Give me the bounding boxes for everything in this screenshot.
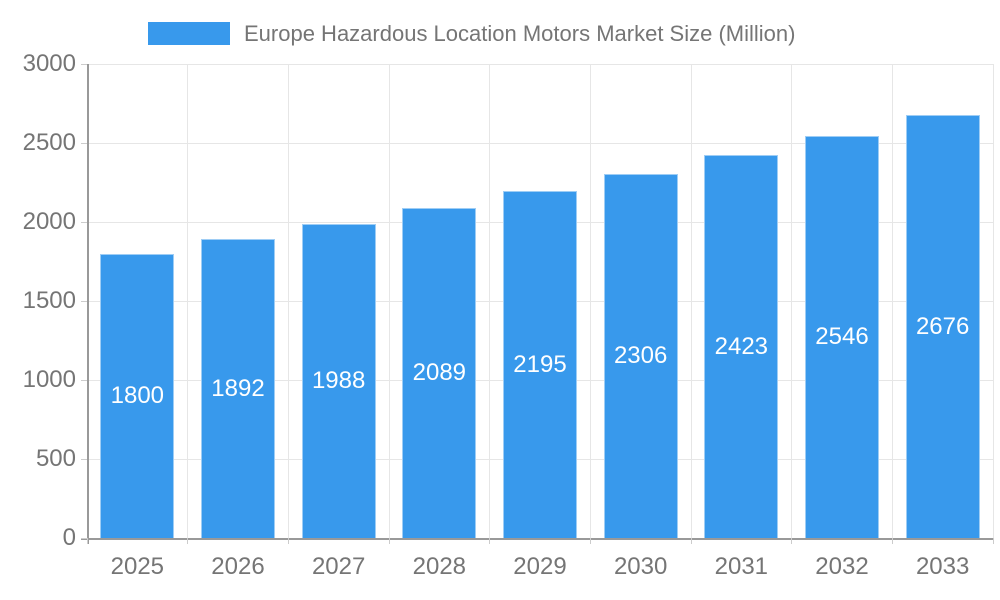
bar-value-label: 2089 bbox=[412, 358, 467, 386]
v-gridline bbox=[891, 64, 893, 538]
x-tick bbox=[187, 538, 189, 544]
chart-title: Europe Hazardous Location Motors Market … bbox=[244, 21, 796, 46]
v-gridline bbox=[388, 64, 390, 538]
v-gridline bbox=[791, 64, 793, 538]
y-axis-label: 1500 bbox=[22, 287, 76, 314]
x-tick bbox=[791, 538, 793, 544]
bar-value-label: 1892 bbox=[211, 374, 265, 402]
x-axis-label: 2027 bbox=[311, 553, 366, 580]
bar bbox=[905, 115, 980, 538]
x-axis-label: 2029 bbox=[513, 553, 567, 580]
bar-value-label: 2546 bbox=[815, 322, 869, 350]
h-gridline bbox=[87, 142, 993, 144]
y-tick bbox=[81, 458, 87, 460]
y-tick bbox=[81, 537, 87, 539]
y-axis-label: 1000 bbox=[22, 366, 76, 393]
v-gridline bbox=[187, 64, 189, 538]
x-axis-label: 2033 bbox=[915, 553, 970, 580]
bar-value-label: 2423 bbox=[714, 332, 769, 360]
h-gridline bbox=[87, 63, 993, 65]
v-gridline bbox=[690, 64, 692, 538]
x-tick bbox=[589, 538, 591, 544]
v-gridline bbox=[287, 64, 289, 538]
y-axis-label: 0 bbox=[62, 524, 76, 551]
bar-value-label: 1800 bbox=[110, 381, 165, 409]
x-tick bbox=[388, 538, 390, 544]
bar-value-label: 2306 bbox=[613, 341, 668, 369]
bar bbox=[201, 239, 275, 538]
bar-value-label: 1988 bbox=[311, 366, 366, 394]
bar-value-label: 2195 bbox=[513, 350, 567, 378]
bar bbox=[603, 173, 678, 538]
x-tick bbox=[287, 538, 289, 544]
x-axis-label: 2030 bbox=[613, 553, 668, 580]
x-axis-label: 2028 bbox=[412, 553, 467, 580]
x-tick bbox=[690, 538, 692, 544]
bar bbox=[503, 191, 577, 538]
bar bbox=[704, 155, 779, 538]
bar bbox=[100, 253, 175, 538]
x-axis-label: 2032 bbox=[815, 553, 869, 580]
y-tick bbox=[81, 63, 87, 65]
x-axis-label: 2026 bbox=[211, 553, 265, 580]
y-axis-label: 2000 bbox=[22, 208, 76, 235]
y-tick bbox=[81, 142, 87, 144]
y-tick bbox=[81, 300, 87, 302]
bar bbox=[805, 135, 879, 538]
bar-value-label: 2676 bbox=[915, 312, 970, 340]
y-axis-line bbox=[87, 64, 89, 544]
x-axis-label: 2031 bbox=[714, 553, 769, 580]
x-tick bbox=[86, 538, 88, 544]
v-gridline bbox=[589, 64, 591, 538]
y-axis-label: 2500 bbox=[22, 129, 76, 156]
y-tick bbox=[81, 379, 87, 381]
y-axis-label: 500 bbox=[35, 445, 76, 472]
legend-swatch-icon bbox=[148, 22, 230, 45]
plot-area: 1800 1892 1988 2089 2195 2306 2423 2546 2676 bbox=[87, 63, 994, 538]
v-gridline bbox=[489, 64, 491, 538]
x-axis-label: 2025 bbox=[110, 553, 165, 580]
y-tick bbox=[81, 221, 87, 223]
chart-legend[interactable]: Europe Hazardous Location Motors Market … bbox=[148, 22, 795, 45]
x-tick bbox=[489, 538, 491, 544]
x-tick bbox=[992, 538, 994, 544]
v-gridline bbox=[992, 64, 994, 538]
bar bbox=[301, 223, 376, 538]
bar bbox=[402, 207, 477, 538]
y-axis-label: 3000 bbox=[22, 50, 76, 77]
x-axis-line bbox=[81, 538, 993, 540]
x-tick bbox=[891, 538, 893, 544]
